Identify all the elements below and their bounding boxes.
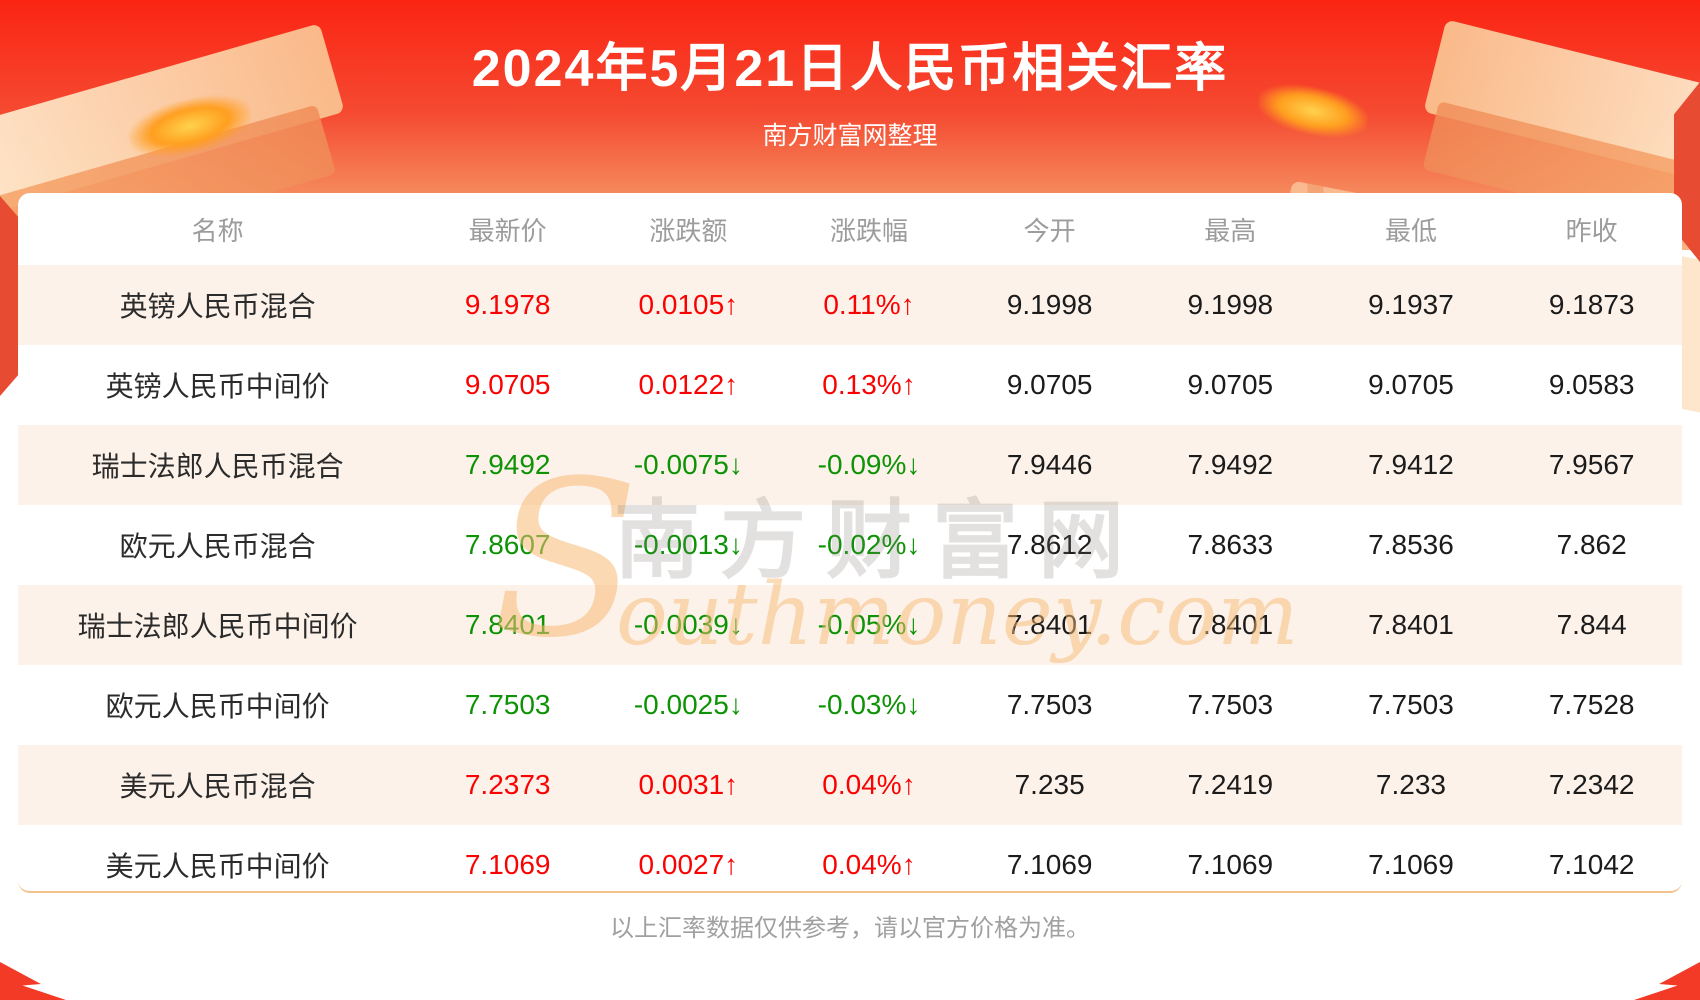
high-price: 7.8633 [1187,529,1274,560]
column-header-prev-close: 昨收 [1565,215,1618,246]
latest-price: 7.9492 [464,449,551,480]
low-price: 7.7503 [1368,689,1454,720]
page-title: 2024年5月21日人民币相关汇率 [471,40,1229,98]
rates-table-card: 名称 最新价 涨跌额 涨跌幅 今开 最高 最低 昨收 英镑人民币混合 9.197… [18,193,1682,893]
change-amount: 0.0027↑ [638,849,739,880]
open-price: 9.0705 [1006,369,1093,400]
column-header-change-pct: 涨跌幅 [829,215,908,246]
latest-price: 7.1069 [464,849,551,880]
table-row: 英镑人民币中间价 9.0705 0.0122↑ 0.13%↑ 9.0705 9.… [18,345,1682,425]
change-amount: 0.0105↑ [638,289,739,320]
red-corner-bottom-left [0,962,66,1000]
latest-price: 7.8401 [464,609,551,640]
latest-price: 7.8607 [464,529,551,560]
prev-close-price: 9.0583 [1548,369,1635,400]
latest-price: 7.7503 [464,689,551,720]
column-header-high: 最高 [1204,215,1257,246]
open-price: 7.8401 [1006,609,1093,640]
currency-pair-name: 美元人民币混合 [119,771,316,802]
prev-close-price: 9.1873 [1548,289,1635,320]
change-percent: -0.03%↓ [817,689,921,720]
column-header-low: 最低 [1384,215,1437,246]
change-percent: 0.11%↑ [823,289,915,320]
change-percent: -0.09%↓ [817,449,921,480]
rates-table: 名称 最新价 涨跌额 涨跌幅 今开 最高 最低 昨收 英镑人民币混合 9.197… [18,193,1682,905]
red-corner-bottom-right [1634,962,1700,1000]
latest-price: 9.1978 [464,289,551,320]
currency-pair-name: 美元人民币中间价 [105,851,330,882]
open-price: 7.9446 [1006,449,1093,480]
low-price: 9.0705 [1368,369,1454,400]
table-header-row: 名称 最新价 涨跌额 涨跌幅 今开 最高 最低 昨收 [18,193,1682,265]
change-amount: 0.0122↑ [638,369,739,400]
high-price: 7.9492 [1187,449,1274,480]
column-header-change: 涨跌额 [649,215,728,246]
high-price: 9.1998 [1187,289,1274,320]
table-row: 欧元人民币混合 7.8607 -0.0013↓ -0.02%↓ 7.8612 7… [18,505,1682,585]
prev-close-price: 7.862 [1556,529,1627,560]
prev-close-price: 7.9567 [1548,449,1635,480]
high-price: 7.2419 [1187,769,1274,800]
change-amount: -0.0039↓ [633,609,743,640]
high-price: 7.8401 [1187,609,1274,640]
low-price: 9.1937 [1368,289,1454,320]
table-row: 美元人民币混合 7.2373 0.0031↑ 0.04%↑ 7.235 7.24… [18,745,1682,825]
disclaimer-note: 以上汇率数据仅供参考，请以官方价格为准。 [610,915,1090,942]
change-percent: 0.04%↑ [822,769,916,800]
low-price: 7.233 [1375,769,1446,800]
currency-pair-name: 英镑人民币中间价 [105,371,330,402]
prev-close-price: 7.844 [1556,609,1627,640]
open-price: 7.8612 [1006,529,1093,560]
high-price: 7.1069 [1187,849,1274,880]
table-row: 瑞士法郎人民币混合 7.9492 -0.0075↓ -0.09%↓ 7.9446… [18,425,1682,505]
high-price: 7.7503 [1187,689,1274,720]
prev-close-price: 7.1042 [1548,849,1635,880]
table-row: 英镑人民币混合 9.1978 0.0105↑ 0.11%↑ 9.1998 9.1… [18,265,1682,345]
change-percent: -0.05%↓ [817,609,921,640]
open-price: 7.235 [1014,769,1085,800]
low-price: 7.9412 [1368,449,1454,480]
change-amount: -0.0013↓ [633,529,743,560]
page-subtitle: 南方财富网整理 [762,122,938,150]
currency-pair-name: 瑞士法郎人民币混合 [91,451,344,482]
column-header-name: 名称 [191,215,244,246]
change-percent: 0.04%↑ [822,849,916,880]
table-row: 美元人民币中间价 7.1069 0.0027↑ 0.04%↑ 7.1069 7.… [18,825,1682,905]
latest-price: 9.0705 [464,369,551,400]
currency-pair-name: 瑞士法郎人民币中间价 [77,611,358,642]
change-amount: 0.0031↑ [638,769,739,800]
latest-price: 7.2373 [464,769,551,800]
column-header-latest: 最新价 [468,215,547,246]
open-price: 9.1998 [1006,289,1093,320]
change-percent: -0.02%↓ [817,529,921,560]
open-price: 7.1069 [1006,849,1093,880]
open-price: 7.7503 [1006,689,1093,720]
change-percent: 0.13%↑ [822,369,916,400]
column-header-open: 今开 [1023,215,1076,246]
currency-pair-name: 欧元人民币混合 [119,531,316,562]
low-price: 7.8536 [1368,529,1454,560]
currency-pair-name: 英镑人民币混合 [119,291,316,322]
low-price: 7.8401 [1368,609,1454,640]
prev-close-price: 7.7528 [1548,689,1635,720]
high-price: 9.0705 [1187,369,1274,400]
change-amount: -0.0075↓ [633,449,743,480]
table-row: 欧元人民币中间价 7.7503 -0.0025↓ -0.03%↓ 7.7503 … [18,665,1682,745]
change-amount: -0.0025↓ [633,689,743,720]
table-row: 瑞士法郎人民币中间价 7.8401 -0.0039↓ -0.05%↓ 7.840… [18,585,1682,665]
currency-pair-name: 欧元人民币中间价 [105,691,330,722]
low-price: 7.1069 [1368,849,1454,880]
prev-close-price: 7.2342 [1548,769,1635,800]
